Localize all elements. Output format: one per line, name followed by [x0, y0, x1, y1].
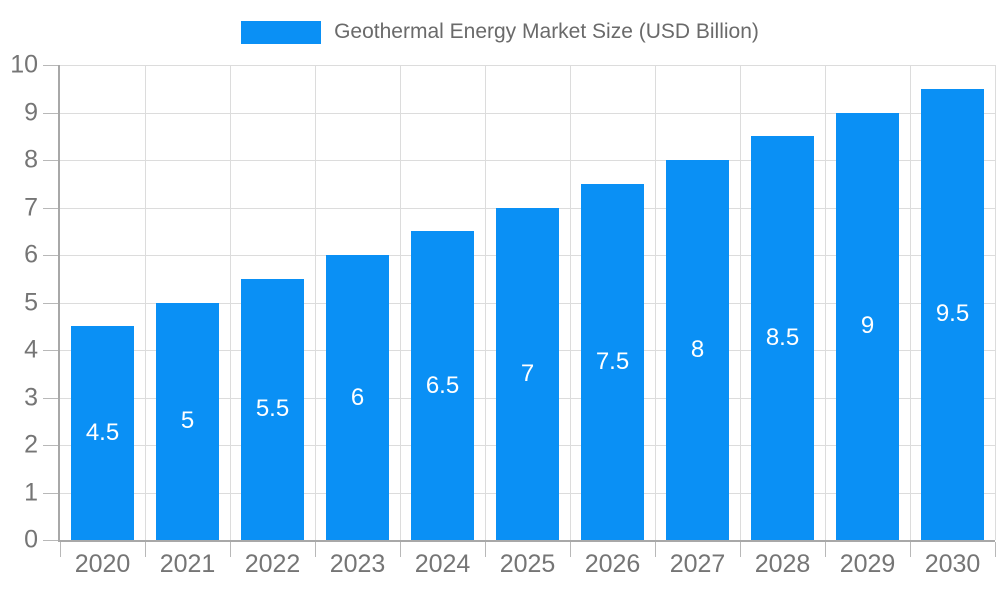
y-axis-tick [43, 302, 58, 304]
y-axis-label: 7 [24, 193, 38, 221]
y-axis-tick [43, 112, 58, 114]
x-axis-tick [910, 542, 911, 557]
chart-legend: Geothermal Energy Market Size (USD Billi… [0, 18, 1000, 46]
x-axis-label: 2022 [244, 550, 301, 578]
x-axis-label: 2027 [669, 550, 726, 578]
y-axis-label: 1 [24, 478, 38, 506]
y-axis-tick [43, 445, 58, 446]
x-axis-label: 2021 [159, 550, 216, 578]
x-gridline [910, 65, 911, 540]
x-axis-label: 2025 [499, 550, 556, 578]
bar-value-label: 8.5 [765, 324, 800, 352]
y-axis-tick [43, 65, 58, 66]
x-axis-tick [655, 542, 656, 557]
y-axis-label: 8 [24, 145, 38, 174]
x-axis-label: 2028 [754, 550, 811, 578]
y-axis-tick [43, 397, 58, 399]
y-axis-label: 3 [24, 383, 38, 411]
y-gridline [60, 160, 995, 161]
x-axis-label: 2024 [414, 550, 471, 578]
y-axis-label: 9 [24, 98, 38, 126]
y-axis-tick [43, 207, 58, 209]
bar: 7 [496, 207, 559, 540]
bar: 9.5 [921, 88, 984, 540]
bar-value-label: 6.5 [425, 371, 460, 399]
y-axis-label: 2 [24, 430, 38, 459]
x-axis-tick [315, 542, 316, 557]
bar: 6 [326, 255, 389, 540]
y-axis-label: 4 [24, 335, 38, 364]
y-axis-tick [43, 255, 58, 256]
bar: 6.5 [411, 231, 474, 540]
y-axis-label: 6 [24, 240, 38, 269]
bar: 8 [666, 160, 729, 540]
x-gridline [400, 65, 401, 540]
bar: 8.5 [751, 136, 814, 540]
x-axis-label: 2020 [74, 550, 131, 578]
x-gridline [570, 65, 571, 540]
bar-value-label: 8 [690, 336, 705, 363]
x-axis-tick [570, 542, 571, 557]
y-axis-label: 5 [24, 288, 38, 316]
x-gridline [825, 65, 826, 540]
x-axis-tick [230, 542, 231, 557]
bar: 4.5 [71, 326, 134, 540]
x-axis-label: 2029 [839, 550, 896, 578]
x-gridline [230, 65, 231, 540]
x-gridline [995, 65, 996, 540]
y-axis-label: 10 [10, 50, 38, 79]
x-axis-tick [825, 542, 826, 557]
bar-value-label: 7 [520, 359, 535, 387]
plot-area: 0 1 2 3 4 5 6 7 8 9 10 2020 4.5 2021 5 2022 5.5 2023 6 2024… [10, 51, 996, 578]
bar-value-label: 7.5 [595, 347, 630, 375]
bar: 7.5 [581, 183, 644, 540]
x-axis-tick [145, 542, 146, 557]
bar-value-label: 4.5 [85, 419, 120, 447]
y-gridline [60, 65, 995, 66]
x-axis-tick [995, 542, 996, 557]
bar: 9 [836, 112, 899, 540]
bar-value-label: 6 [350, 383, 365, 411]
x-axis-tick [485, 542, 486, 557]
y-axis-tick [43, 540, 58, 541]
y-axis-tick [43, 160, 58, 161]
bar-value-label: 5 [180, 407, 195, 435]
x-gridline [145, 65, 146, 540]
x-axis-tick [740, 542, 741, 557]
bar-value-label: 9 [860, 312, 875, 340]
x-axis-label: 2023 [329, 550, 386, 578]
x-axis-label: 2026 [584, 550, 641, 578]
x-gridline [485, 65, 486, 540]
bar-value-label: 9.5 [935, 300, 970, 328]
bar: 5 [156, 302, 219, 540]
y-axis-label: 0 [24, 525, 38, 554]
bar-value-label: 5.5 [255, 395, 290, 423]
y-axis-tick [43, 350, 58, 351]
x-gridline [315, 65, 316, 540]
bar: 5.5 [241, 278, 304, 540]
legend-swatch-icon [241, 20, 322, 44]
x-axis-tick [60, 542, 61, 557]
x-axis-label: 2030 [924, 550, 981, 578]
x-axis-tick [400, 542, 401, 557]
legend-label: Geothermal Energy Market Size (USD Billi… [334, 20, 759, 43]
x-gridline [655, 65, 656, 540]
x-gridline [740, 65, 741, 540]
y-gridline [60, 112, 995, 114]
y-axis-tick [43, 492, 58, 494]
